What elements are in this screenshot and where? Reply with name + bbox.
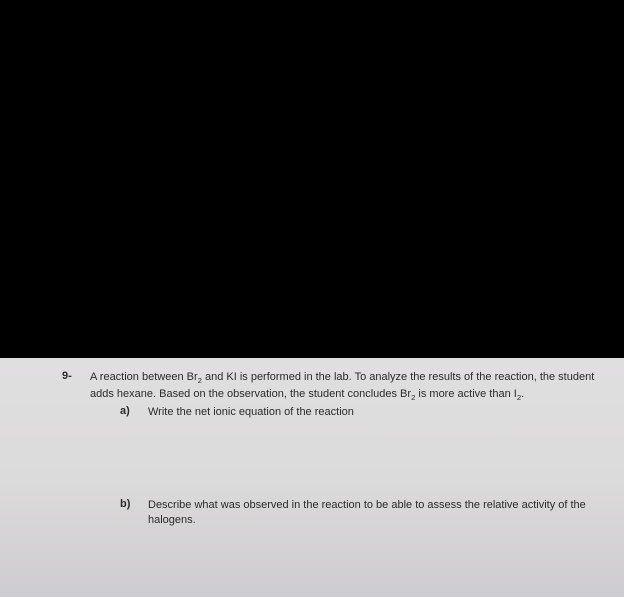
question-prompt-line1: A reaction between Br2 and KI is perform… xyxy=(90,370,614,387)
sub-part-a-label: a) xyxy=(120,405,134,417)
question-body: A reaction between Br2 and KI is perform… xyxy=(90,370,614,528)
sub-part-b: b) Describe what was observed in the rea… xyxy=(120,498,614,528)
paper-document-region: 9- A reaction between Br2 and KI is perf… xyxy=(0,358,624,597)
sub-part-a-text: Write the net ionic equation of the reac… xyxy=(148,405,614,420)
sub-part-b-text: Describe what was observed in the reacti… xyxy=(148,498,614,528)
question-header: 9- A reaction between Br2 and KI is perf… xyxy=(62,370,614,528)
sub-parts-container: a) Write the net ionic equation of the r… xyxy=(120,405,614,528)
question-number: 9- xyxy=(62,370,76,382)
sub-part-b-label: b) xyxy=(120,498,134,510)
sub-part-a: a) Write the net ionic equation of the r… xyxy=(120,405,614,420)
question-prompt-line2: adds hexane. Based on the observation, t… xyxy=(90,387,614,404)
